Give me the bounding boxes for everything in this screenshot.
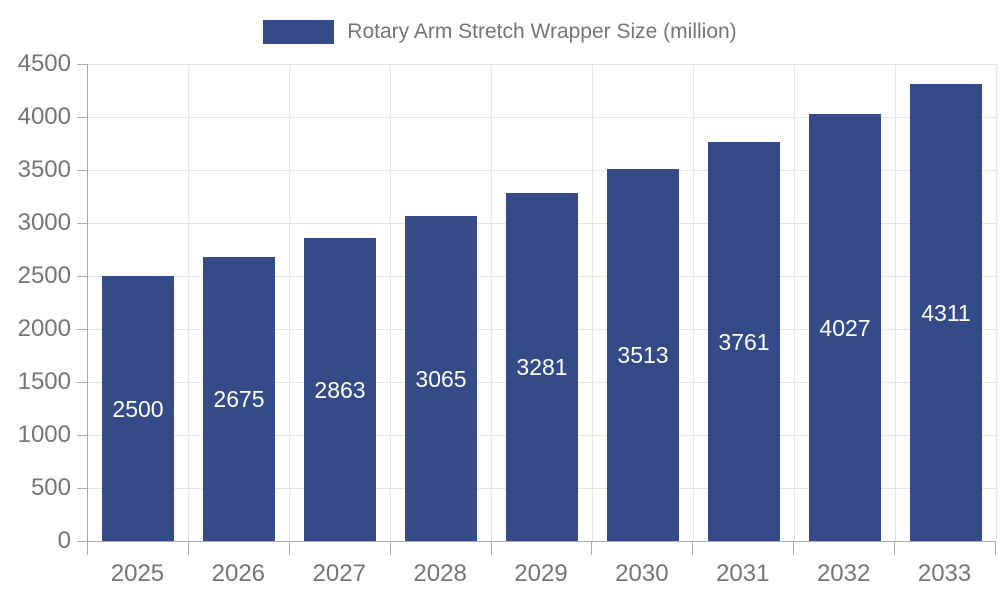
bar-2029[interactable]: 3281	[506, 193, 578, 541]
x-axis-tick	[793, 542, 795, 555]
x-axis-tick	[288, 542, 290, 555]
h-gridline	[88, 116, 996, 118]
y-axis-tick	[77, 382, 87, 383]
bar-value-label: 3513	[617, 342, 669, 368]
plot-area: 2500 2675 2863 3065 3281 3513 3761 4027 4311	[87, 63, 997, 542]
bar-value-label: 2500	[112, 396, 164, 422]
x-axis-tick	[894, 542, 896, 555]
bar-value-label: 3761	[718, 329, 770, 355]
y-axis-tick	[77, 435, 87, 436]
y-tick-label: 0	[57, 527, 71, 554]
bar-2025[interactable]: 2500	[102, 276, 174, 541]
bar-value-label: 4311	[921, 300, 971, 326]
bar-value-label: 2675	[213, 386, 265, 412]
y-axis-tick	[77, 170, 87, 171]
x-tick-label: 2028	[413, 560, 467, 587]
v-gridline	[188, 64, 190, 541]
v-gridline	[793, 64, 795, 541]
x-tick-label: 2032	[816, 560, 871, 587]
bar-2032[interactable]: 4027	[809, 114, 881, 541]
bar-2027[interactable]: 2863	[304, 238, 376, 541]
x-tick-label: 2026	[211, 560, 266, 587]
y-tick-label: 3500	[17, 156, 71, 183]
x-tick-label: 2025	[110, 560, 165, 587]
x-axis-tick	[490, 542, 492, 555]
v-gridline	[692, 64, 694, 541]
y-axis-tick	[77, 329, 87, 330]
bar-2031[interactable]: 3761	[708, 142, 780, 541]
y-tick-label: 4500	[17, 50, 71, 77]
x-tick-label: 2030	[615, 560, 669, 587]
x-tick-label: 2031	[716, 560, 770, 587]
y-axis-tick	[77, 541, 87, 542]
x-tick-label: 2029	[514, 560, 568, 587]
x-axis-tick	[389, 542, 391, 555]
v-gridline	[491, 64, 493, 541]
bar-value-label: 3281	[516, 354, 568, 380]
y-axis-tick	[77, 223, 87, 224]
v-gridline	[591, 64, 593, 541]
y-axis-tick	[77, 64, 87, 65]
bar-2028[interactable]: 3065	[405, 216, 477, 541]
bar-2030[interactable]: 3513	[607, 169, 679, 541]
y-tick-label: 4000	[17, 103, 71, 130]
x-tick-label: 2033	[917, 560, 972, 587]
y-tick-label: 2000	[17, 315, 71, 342]
bar-value-label: 4027	[819, 315, 871, 341]
y-tick-label: 1000	[17, 421, 71, 448]
x-axis-tick	[995, 542, 996, 555]
y-tick-label: 1500	[17, 368, 71, 395]
v-gridline	[289, 64, 291, 541]
x-axis-tick	[591, 542, 593, 555]
x-axis-tick	[187, 542, 189, 555]
bar-value-label: 2863	[314, 377, 366, 403]
x-axis-tick	[87, 542, 88, 555]
legend-swatch	[263, 20, 335, 44]
y-tick-label: 2500	[17, 262, 71, 289]
y-tick-label: 500	[30, 474, 71, 501]
h-gridline	[88, 63, 996, 65]
v-gridline	[894, 64, 896, 541]
y-axis-tick	[77, 117, 87, 118]
v-gridline	[390, 64, 392, 541]
bar-value-label: 3065	[415, 366, 467, 392]
y-axis-tick	[77, 276, 87, 277]
x-axis-tick	[692, 542, 694, 555]
y-axis-tick	[77, 488, 87, 489]
legend[interactable]: Rotary Arm Stretch Wrapper Size (million…	[0, 18, 1000, 46]
v-gridline	[995, 64, 997, 541]
bar-2026[interactable]: 2675	[203, 257, 275, 541]
y-tick-label: 3000	[17, 209, 71, 236]
x-tick-label: 2027	[312, 560, 366, 587]
bar-2033[interactable]: 4311	[910, 84, 982, 541]
h-gridline	[88, 169, 996, 171]
legend-label: Rotary Arm Stretch Wrapper Size (million…	[347, 20, 737, 43]
